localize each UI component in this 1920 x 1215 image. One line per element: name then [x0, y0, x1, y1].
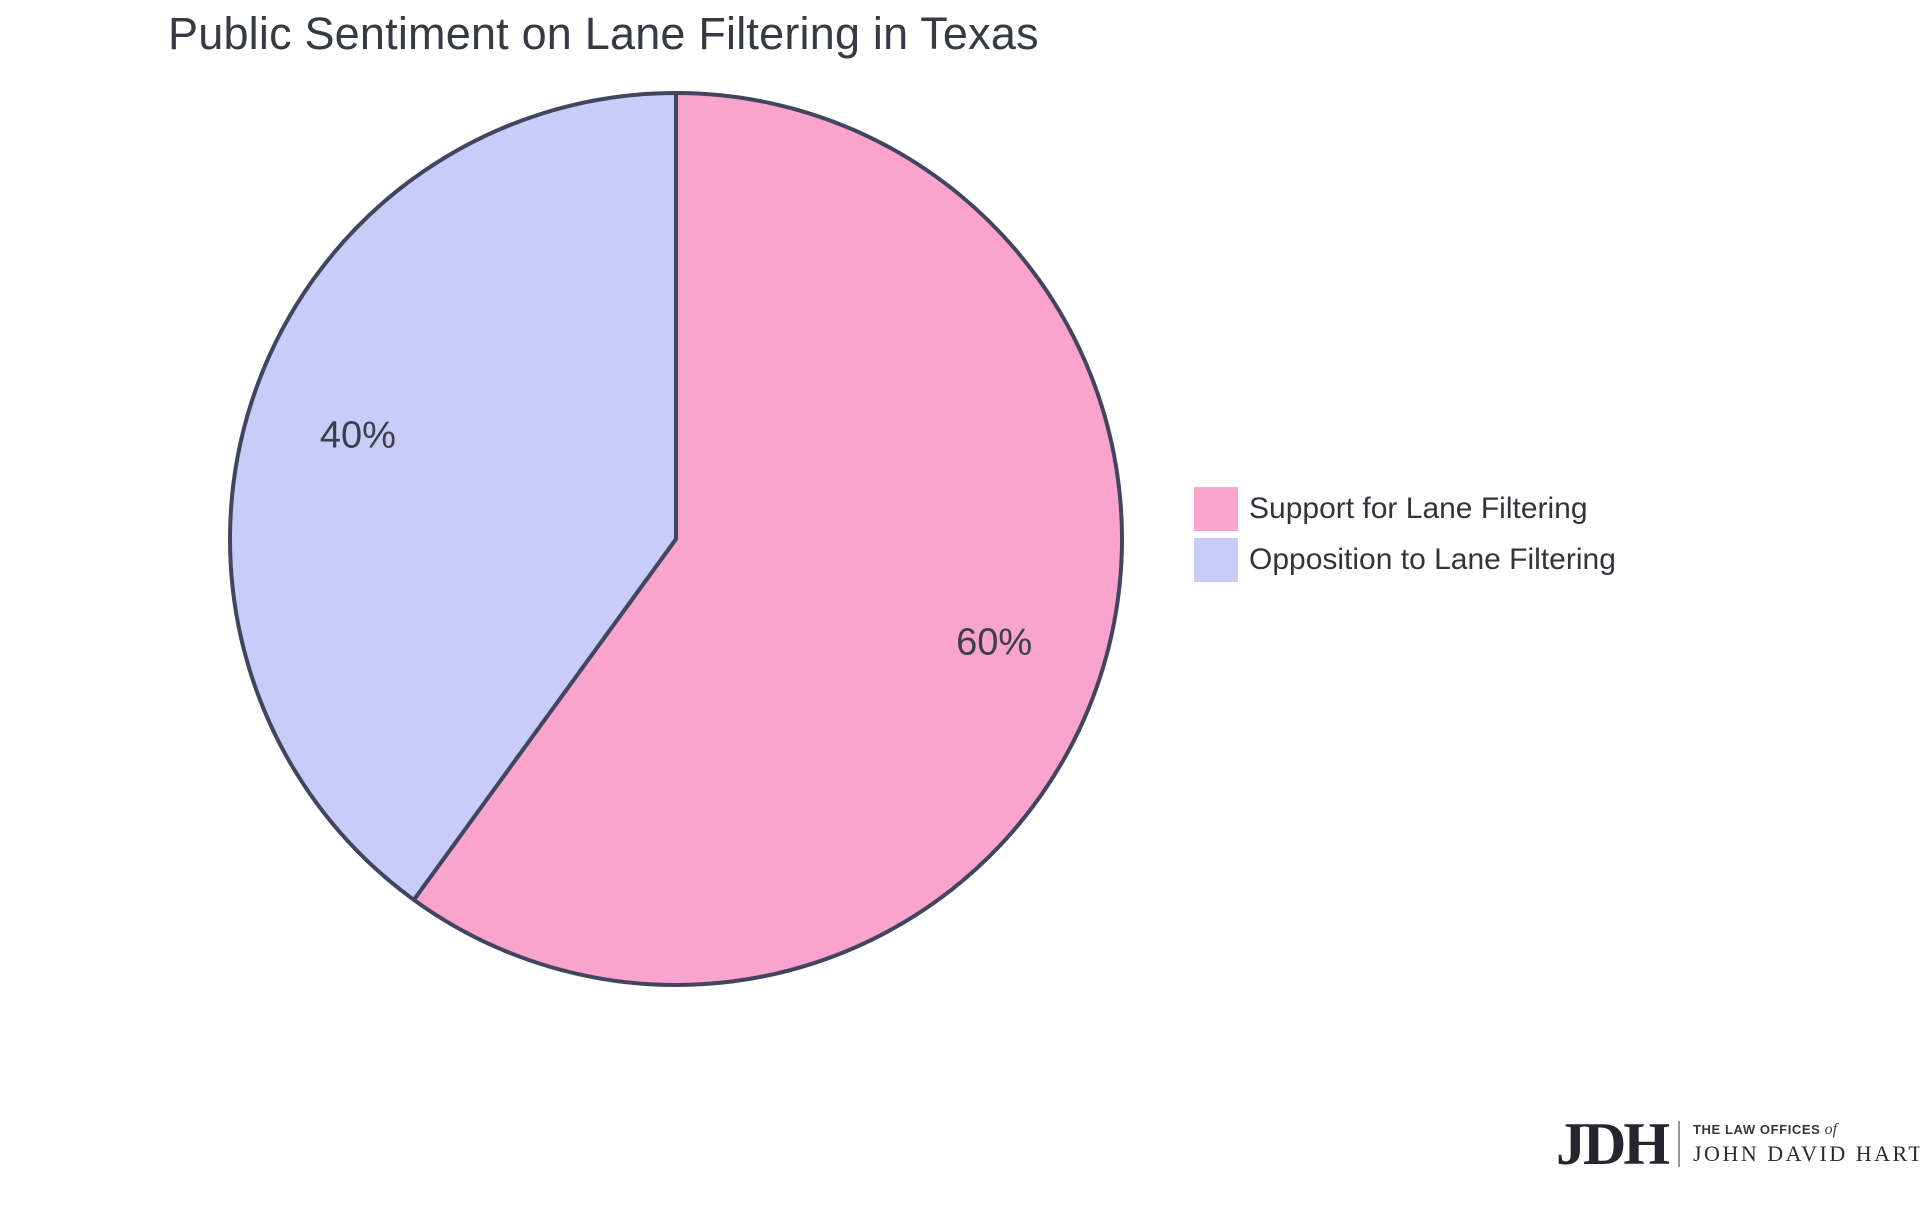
pie-slice-percent-label-support: 60% [956, 621, 1032, 663]
legend-label-support: Support for Lane Filtering [1249, 492, 1588, 525]
pie-slice-percent-label-opposition: 40% [320, 415, 396, 457]
brand-divider [1678, 1121, 1680, 1167]
legend: Support for Lane Filtering Opposition to… [1194, 487, 1616, 582]
chart-title: Public Sentiment on Lane Filtering in Te… [168, 8, 1039, 59]
legend-item-support[interactable]: Support for Lane Filtering [1194, 487, 1616, 531]
brand-firm-name: JOHN DAVID HART [1693, 1141, 1920, 1166]
legend-item-opposition[interactable]: Opposition to Lane Filtering [1194, 538, 1616, 582]
brand-tagline: THE LAW OFFICES of [1693, 1121, 1920, 1139]
legend-swatch-support [1194, 487, 1238, 531]
pie-chart: 60% 40% [228, 91, 1125, 987]
legend-label-opposition: Opposition to Lane Filtering [1249, 543, 1616, 576]
pie-slice-opposition[interactable] [228, 91, 678, 902]
brand-tagline-of: of [1824, 1121, 1838, 1138]
pie-slice-support[interactable] [411, 91, 1125, 987]
legend-swatch-opposition [1194, 538, 1238, 582]
brand-logo: JDH THE LAW OFFICES of JOHN DAVID HART [1556, 1113, 1920, 1175]
brand-tagline-prefix: THE LAW OFFICES [1693, 1122, 1821, 1137]
brand-monogram: JDH [1556, 1111, 1670, 1177]
brand-text-block: THE LAW OFFICES of JOHN DAVID HART [1693, 1121, 1920, 1167]
